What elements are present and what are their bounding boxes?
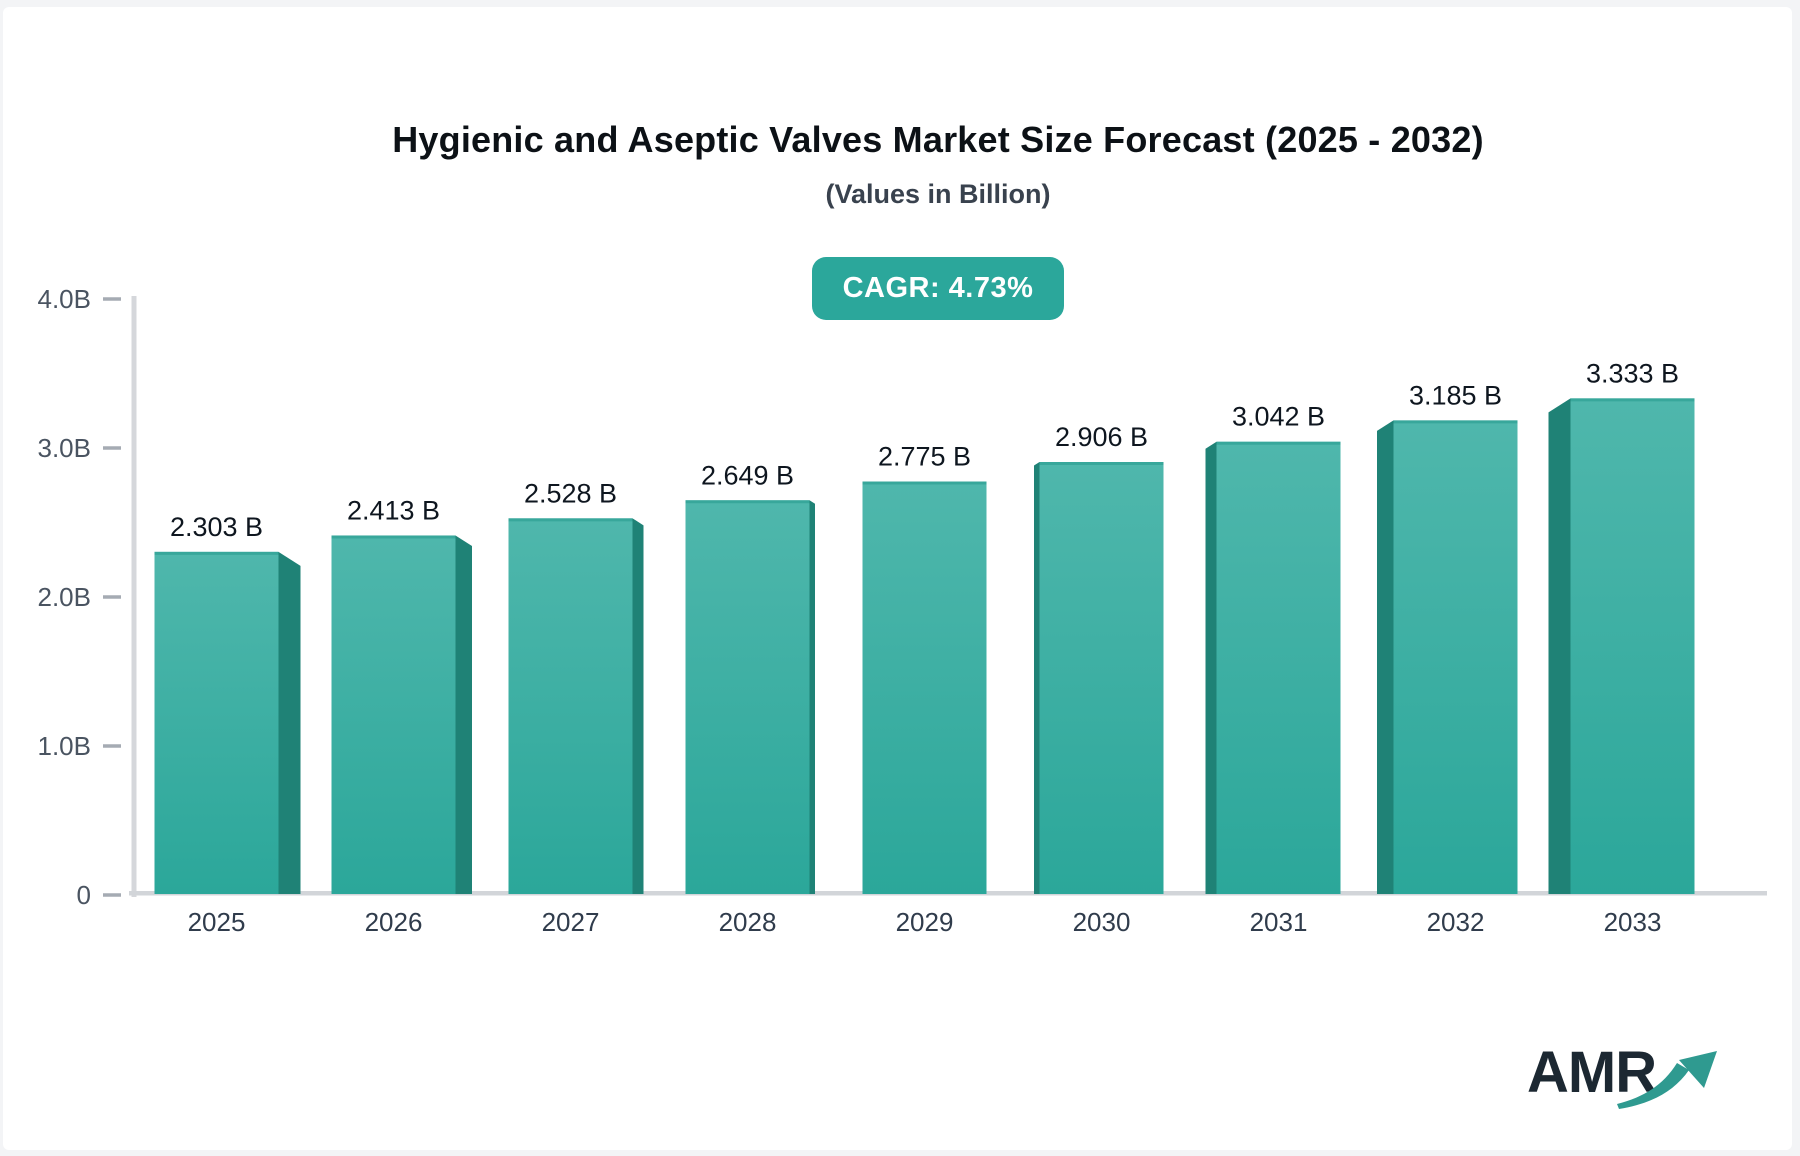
x-tick-label-2030: 2030: [1073, 907, 1131, 937]
bar-side-2027: [632, 518, 644, 894]
cagr-badge: CAGR: 4.73%: [811, 257, 1065, 320]
bar-value-label-2025: 2.303 B: [170, 512, 263, 542]
bar-value-label-2027: 2.528 B: [524, 478, 617, 508]
y-tick-label-1.0B: 1.0B: [38, 731, 92, 761]
bar-value-label-2026: 2.413 B: [347, 495, 440, 525]
bar-side-2030: [1034, 462, 1040, 894]
bar-2027: [508, 518, 633, 894]
bar-value-label-2030: 2.906 B: [1055, 422, 1148, 452]
x-tick-label-2029: 2029: [896, 907, 954, 937]
growth-arrow-icon: [1617, 1051, 1717, 1109]
x-tick-label-2027: 2027: [542, 907, 600, 937]
bar-side-2028: [809, 500, 815, 894]
bar-value-label-2032: 3.185 B: [1409, 380, 1502, 410]
bar-value-label-2031: 3.042 B: [1232, 402, 1325, 432]
bar-value-label-2033: 3.333 B: [1586, 358, 1679, 388]
x-tick-label-2032: 2032: [1427, 907, 1485, 937]
bar-2026: [331, 535, 456, 894]
bar-2030: [1039, 462, 1164, 894]
bar-value-label-2029: 2.775 B: [878, 442, 971, 472]
y-tick-label-3.0B: 3.0B: [38, 433, 92, 463]
y-tick-label-2.0B: 2.0B: [38, 582, 92, 612]
page-title: Hygienic and Aseptic Valves Market Size …: [392, 119, 1484, 160]
y-tick-label-0: 0: [77, 880, 91, 910]
bar-2029: [862, 481, 987, 894]
chart-canvas: 0 1.0B 2.0B 3.0B 4.0B 2.303 B 2025 2.413 B 2026 2…: [38, 284, 1767, 937]
bar-2025: [154, 551, 279, 894]
bar-2033: [1570, 398, 1695, 894]
bar-2031: [1216, 441, 1341, 894]
cagr-badge-row: CAGR: 4.73%: [73, 257, 1800, 320]
y-axis-line: [131, 296, 137, 897]
y-tick-label-4.0B: 4.0B: [38, 284, 92, 314]
bar-side-2033: [1548, 398, 1571, 894]
x-tick-label-2025: 2025: [188, 907, 246, 937]
amr-logo-text: AMR: [1527, 1040, 1657, 1105]
bar-value-label-2028: 2.649 B: [701, 460, 794, 490]
bar-side-2032: [1377, 420, 1394, 894]
amr-logo: AMR: [1527, 1039, 1737, 1129]
bar-side-2025: [278, 551, 301, 894]
bar-side-2026: [455, 535, 472, 894]
x-tick-label-2031: 2031: [1250, 907, 1308, 937]
bar-2032: [1393, 420, 1518, 894]
bar-side-2031: [1205, 441, 1217, 894]
x-tick-label-2033: 2033: [1604, 907, 1662, 937]
bar-2028: [685, 500, 810, 894]
x-tick-label-2028: 2028: [719, 907, 777, 937]
x-tick-label-2026: 2026: [365, 907, 423, 937]
chart-card: Hygienic and Aseptic Valves Market Size …: [3, 7, 1792, 1150]
page-subtitle: (Values in Billion): [825, 179, 1051, 209]
